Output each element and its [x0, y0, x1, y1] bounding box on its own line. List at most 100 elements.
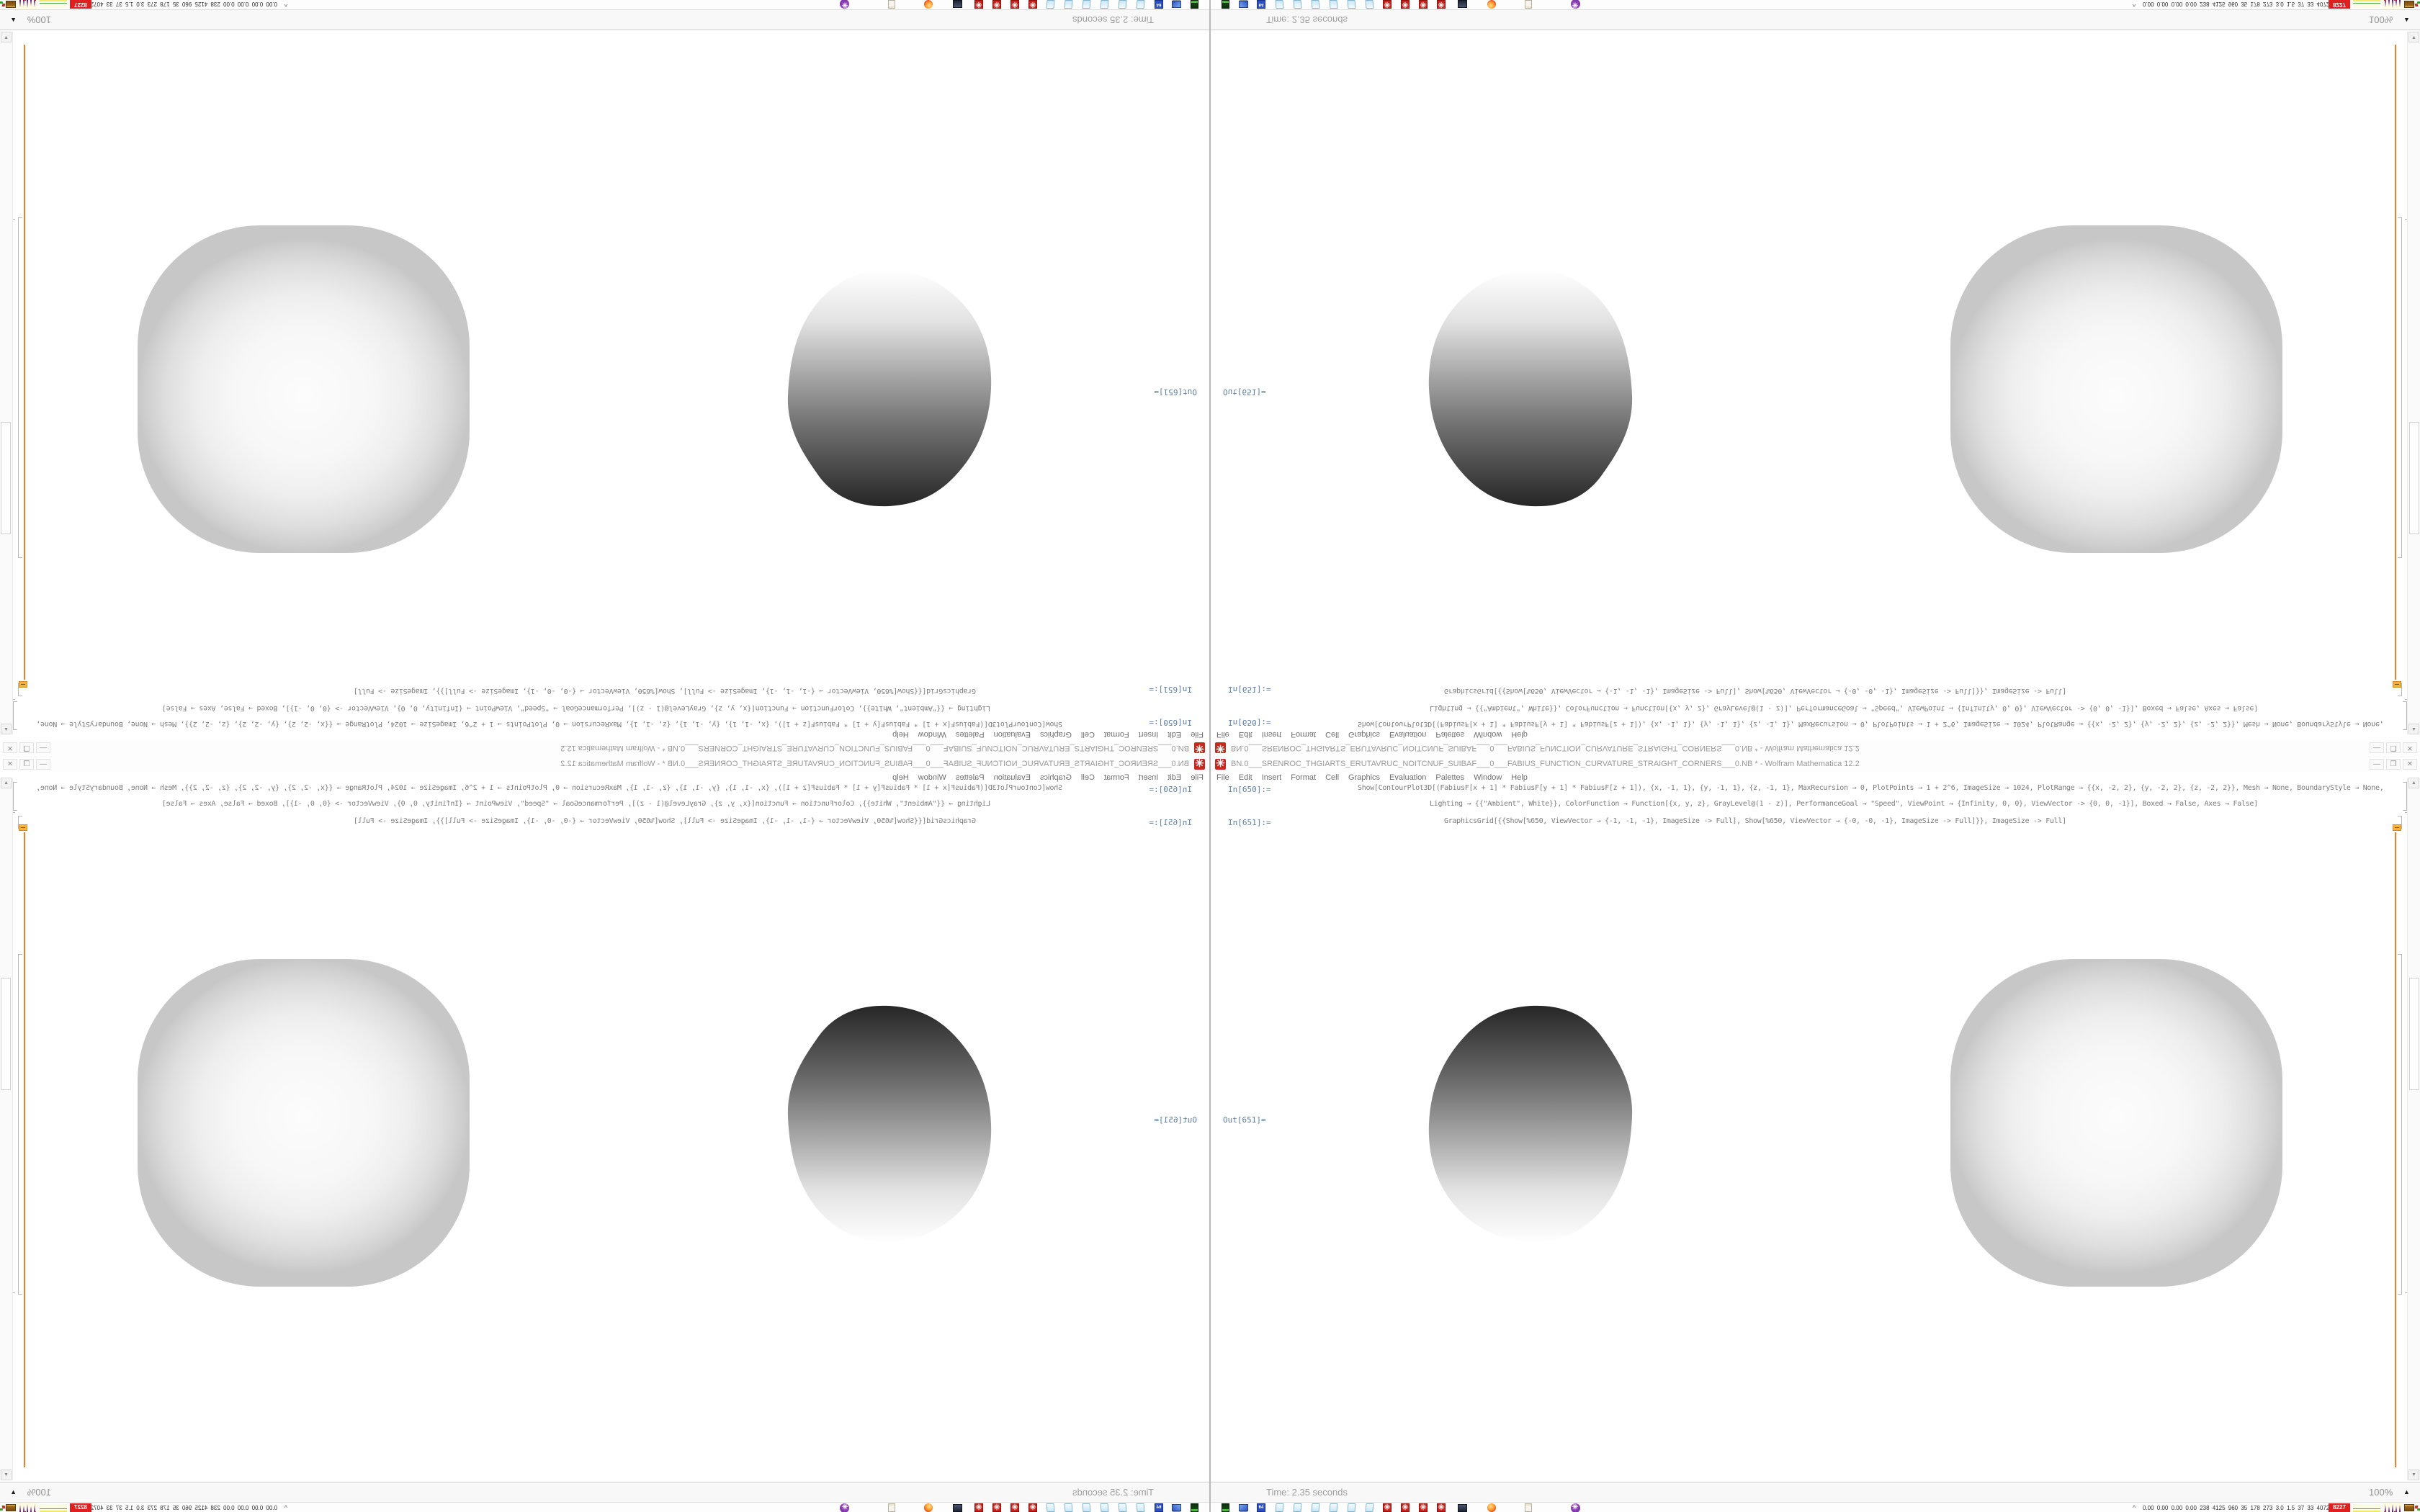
tray-cpu-history-graph-icon[interactable] — [17, 0, 37, 9]
taskbar-app-icon[interactable] — [1117, 0, 1129, 9]
cell-bracket-in650[interactable] — [13, 701, 18, 730]
taskbar-app-icon[interactable]: ✳ — [992, 1503, 1001, 1512]
taskbar-app-icon[interactable] — [1327, 1503, 1339, 1512]
scrollbar-thumb[interactable] — [2409, 978, 2419, 1090]
menu-item[interactable]: Graphics — [1039, 730, 1072, 739]
menu-item[interactable]: Insert — [1261, 773, 1282, 782]
menu-item[interactable]: Palettes — [1435, 773, 1465, 782]
taskbar-app-icon[interactable] — [886, 0, 897, 9]
magnification-popup-arrow-icon[interactable]: ▲ — [2403, 1488, 2410, 1495]
taskbar-app-icon[interactable] — [1219, 1503, 1231, 1512]
menu-item[interactable]: Format — [1291, 730, 1317, 739]
scroll-down-button[interactable]: ▼ — [2408, 32, 2419, 42]
cell-collapse-widget[interactable] — [2393, 681, 2401, 688]
output-plot-top-view-rounded-cube[interactable] — [138, 225, 470, 553]
taskbar-app-icon[interactable]: ✳ — [1401, 0, 1410, 9]
taskbar-app-icon[interactable]: ✳ — [1437, 0, 1446, 9]
taskbar-app-icon[interactable]: ✳ — [1569, 1503, 1581, 1512]
cell-bracket-out651[interactable] — [2398, 954, 2402, 1295]
taskbar-app-icon[interactable]: ✳ — [1401, 1503, 1410, 1512]
cell-bracket-out651[interactable] — [18, 217, 22, 558]
taskbar-app-icon[interactable] — [1523, 0, 1534, 9]
menu-item[interactable]: Graphics — [1348, 730, 1381, 739]
taskbar-app-icon[interactable] — [1135, 1503, 1147, 1512]
taskbar-app-icon[interactable]: ✳ — [1383, 0, 1392, 9]
taskbar-app-icon[interactable] — [1117, 1503, 1129, 1512]
vertical-scrollbar[interactable]: ▲ ▼ — [0, 778, 13, 1480]
taskbar-app-icon[interactable] — [1486, 0, 1497, 9]
in-650-code-line-2[interactable]: Lighting → {{"Ambient", White}}, ColorFu… — [1430, 800, 2258, 808]
taskbar-app-icon[interactable] — [1081, 1503, 1093, 1512]
menu-item[interactable]: File — [1216, 773, 1229, 782]
cell-collapse-widget[interactable] — [19, 681, 27, 688]
taskbar-app-icon[interactable]: ✳ — [1419, 1503, 1428, 1512]
taskbar-app-icon[interactable] — [1045, 1503, 1057, 1512]
output-plot-top-view-rounded-cube[interactable] — [1950, 959, 2282, 1287]
taskbar-app-icon[interactable]: ✳ — [839, 0, 851, 9]
taskbar-app-icon[interactable] — [1099, 0, 1111, 9]
taskbar-app-icon[interactable]: ✳ — [992, 0, 1001, 9]
menu-item[interactable]: Cell — [1325, 730, 1340, 739]
taskbar-app-icon[interactable]: ✳ — [1028, 0, 1037, 9]
in-650-code-line-1[interactable]: Show[ContourPlot3D[(FabiusF[x + 1] * Fab… — [36, 720, 1062, 728]
tray-cpu-history-graph-icon[interactable] — [2383, 1503, 2403, 1512]
scroll-down-button[interactable]: ▼ — [1, 32, 12, 42]
taskbar-app-icon[interactable] — [1081, 0, 1093, 9]
taskbar-app-icon[interactable] — [1327, 0, 1339, 9]
scrollbar-thumb[interactable] — [1, 422, 11, 534]
menu-item[interactable]: Graphics — [1348, 773, 1381, 782]
restore-button[interactable]: ❐ — [2386, 742, 2401, 754]
menu-item[interactable]: Cell — [1080, 730, 1095, 739]
cell-bracket-in650[interactable] — [2402, 701, 2407, 730]
in-650-code-line-1[interactable]: Show[ContourPlot3D[(FabiusF[x + 1] * Fab… — [1358, 720, 2384, 728]
taskbar-app-icon[interactable]: ✳ — [1437, 1503, 1446, 1512]
menu-item[interactable]: Window — [918, 773, 946, 782]
tray-package-icon[interactable] — [2404, 1504, 2414, 1511]
in-650-code-line-1[interactable]: Show[ContourPlot3D[(FabiusF[x + 1] * Fab… — [1358, 784, 2384, 792]
menu-item[interactable]: Evaluation — [993, 730, 1031, 739]
menu-item[interactable]: Evaluation — [1389, 773, 1427, 782]
tray-corner-status-icon[interactable] — [2415, 1, 2420, 6]
scroll-up-button[interactable]: ▲ — [1, 724, 12, 734]
restore-button[interactable]: ❐ — [2386, 758, 2401, 770]
taskbar-app-icon[interactable]: ✳ — [839, 1503, 851, 1512]
taskbar-app-icon[interactable] — [1273, 0, 1285, 9]
close-button[interactable]: ✕ — [3, 758, 17, 770]
tray-corner-status-icon[interactable] — [0, 1, 5, 6]
vertical-scrollbar[interactable]: ▲ ▼ — [2407, 778, 2420, 1480]
tray-package-icon[interactable] — [2404, 1, 2414, 8]
menu-item[interactable]: Window — [1474, 773, 1502, 782]
menu-item[interactable]: File — [1191, 730, 1204, 739]
magnification-popup-arrow-icon[interactable]: ▲ — [10, 1488, 17, 1495]
taskbar-app-icon[interactable]: ✳ — [974, 1503, 983, 1512]
menu-item[interactable]: Format — [1103, 730, 1129, 739]
in-650-code-line-2[interactable]: Lighting → {{"Ambient", White}}, ColorFu… — [162, 800, 990, 808]
taskbar-app-icon[interactable] — [1189, 1503, 1201, 1512]
menu-item[interactable]: Help — [892, 730, 909, 739]
menu-item[interactable]: Palettes — [955, 730, 985, 739]
tray-expand-chevron-icon[interactable]: ^ — [2133, 1504, 2136, 1511]
evaluation-highlight-bracket[interactable] — [24, 45, 25, 680]
scroll-up-button[interactable]: ▲ — [1, 778, 12, 788]
menu-item[interactable]: Palettes — [955, 773, 985, 782]
magnification-control[interactable]: 100% — [27, 1487, 51, 1498]
minimize-button[interactable]: — — [36, 758, 50, 770]
magnification-popup-arrow-icon[interactable]: ▲ — [10, 17, 17, 24]
taskbar-app-icon[interactable]: 64 — [1153, 0, 1165, 9]
magnification-control[interactable]: 100% — [27, 14, 51, 25]
evaluation-highlight-bracket[interactable] — [2395, 45, 2396, 680]
tray-network-graph-icon[interactable] — [2353, 0, 2380, 8]
menu-item[interactable]: Window — [918, 730, 946, 739]
taskbar-app-icon[interactable] — [1523, 1503, 1534, 1512]
taskbar-app-icon[interactable] — [1291, 0, 1303, 9]
taskbar-app-icon[interactable] — [1456, 1503, 1468, 1512]
in-650-code-line-2[interactable]: Lighting → {{"Ambient", White}}, ColorFu… — [162, 704, 990, 712]
menu-item[interactable]: File — [1216, 730, 1229, 739]
menu-item[interactable]: Cell — [1325, 773, 1340, 782]
tray-expand-chevron-icon[interactable]: ^ — [284, 1, 287, 8]
taskbar-app-icon[interactable] — [1363, 1503, 1375, 1512]
tray-network-graph-icon[interactable] — [2353, 1504, 2380, 1512]
taskbar-app-icon[interactable] — [952, 0, 964, 9]
menu-item[interactable]: Palettes — [1435, 730, 1465, 739]
close-button[interactable]: ✕ — [2403, 758, 2417, 770]
